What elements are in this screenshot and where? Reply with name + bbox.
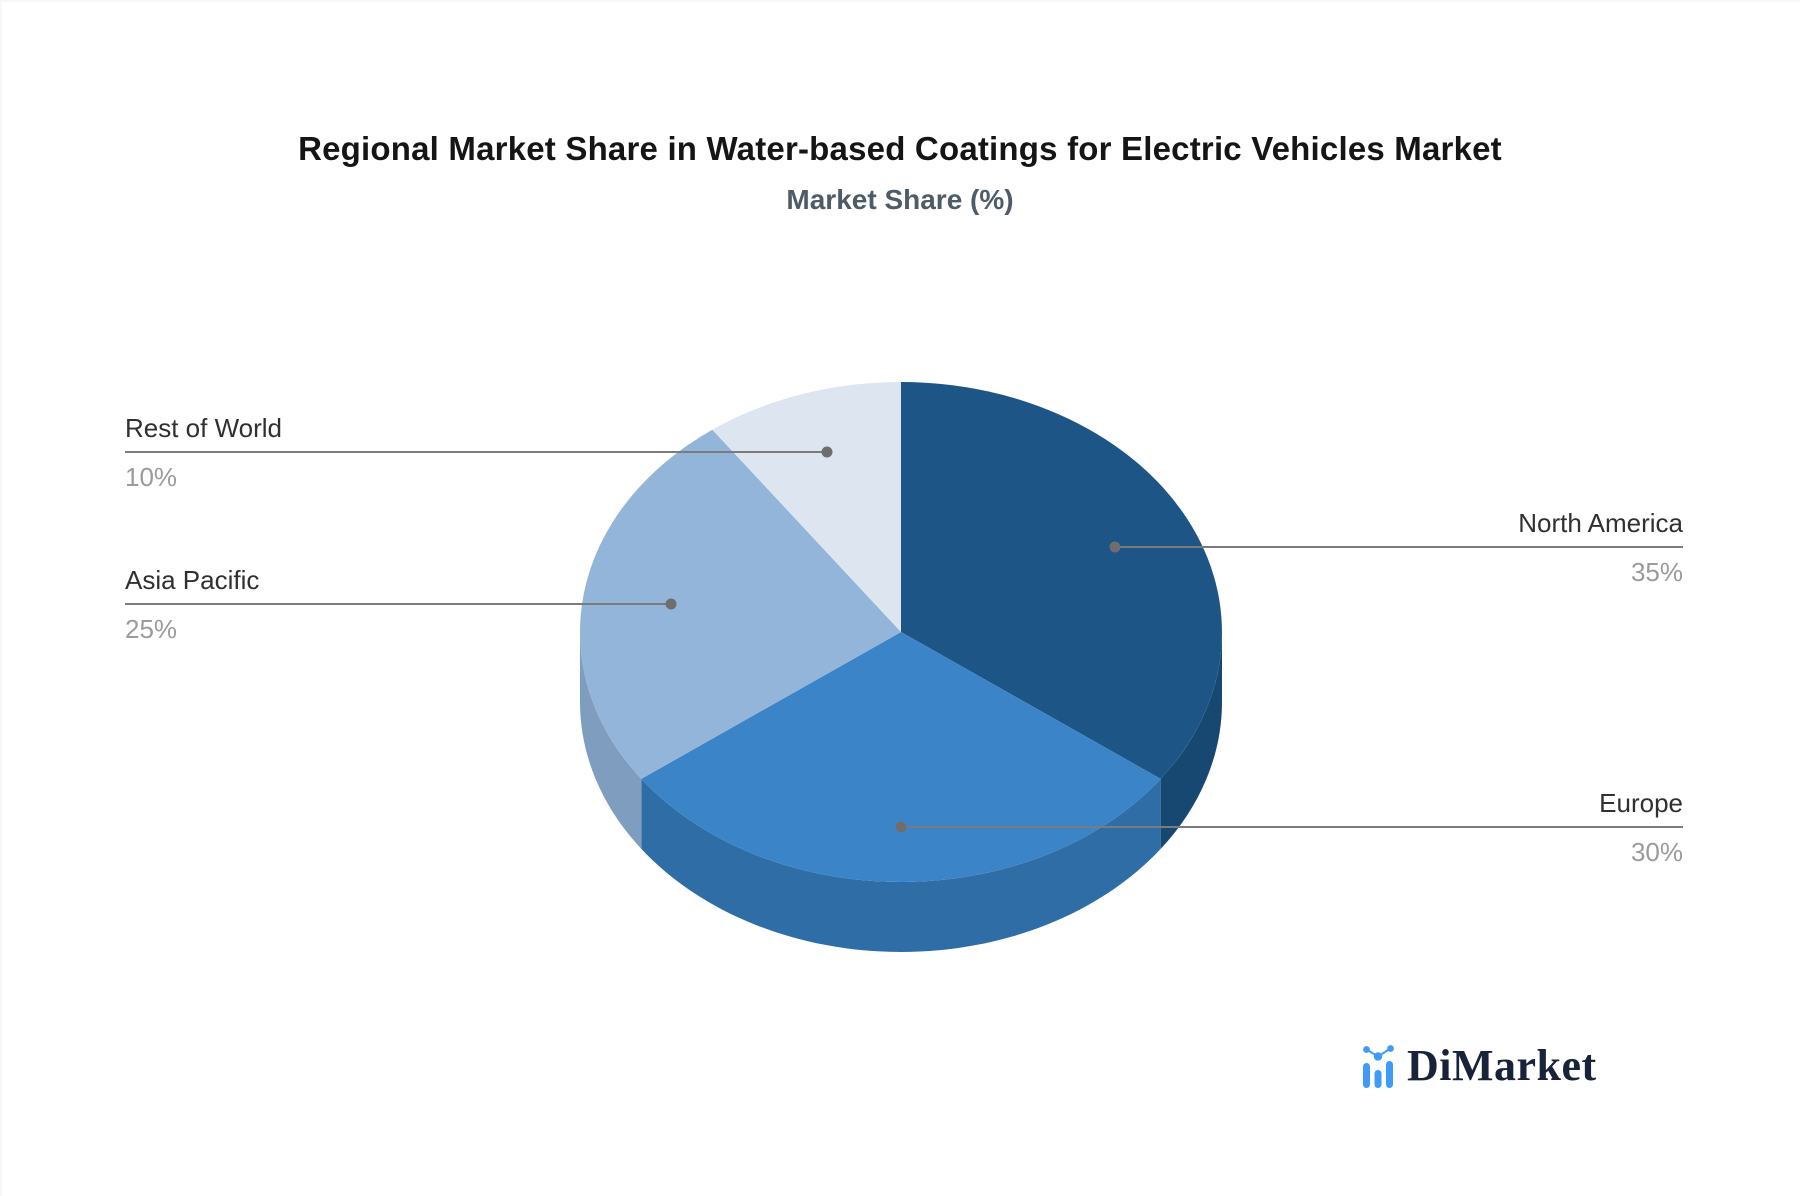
leader-dot-asia-pacific [665,598,677,610]
chart-subtitle: Market Share (%) [786,184,1014,215]
pie-side-north-america [1160,632,1222,849]
pie-side-europe [641,778,1161,952]
chart-title: Regional Market Share in Water-based Coa… [298,130,1502,167]
dimarket-logo: DiMarket [1362,1042,1597,1090]
pie-slice-rest-of-world[interactable] [712,381,901,632]
bar-line-chart-icon [1363,1045,1394,1088]
leader-dot-rest-of-world [821,446,833,458]
leader-dot-north-america [1109,541,1121,553]
pie-slice-asia-pacific[interactable] [579,429,901,779]
value-north-america: 35% [1630,557,1683,587]
value-europe: 30% [1630,837,1683,867]
leader-dot-europe [895,821,907,833]
label-rest-of-world: Rest of World [125,413,283,443]
value-rest-of-world: 10% [125,462,178,492]
dimarket-logo-text: DiMarket [1407,1041,1597,1090]
label-north-america: North America [1518,508,1683,538]
value-asia-pacific: 25% [125,614,178,644]
label-europe: Europe [1599,788,1683,818]
label-asia-pacific: Asia Pacific [125,565,260,595]
pie-slice-north-america[interactable] [901,382,1222,779]
pie-side-asia-pacific [580,632,642,849]
pie-slice-europe[interactable] [641,632,1161,882]
